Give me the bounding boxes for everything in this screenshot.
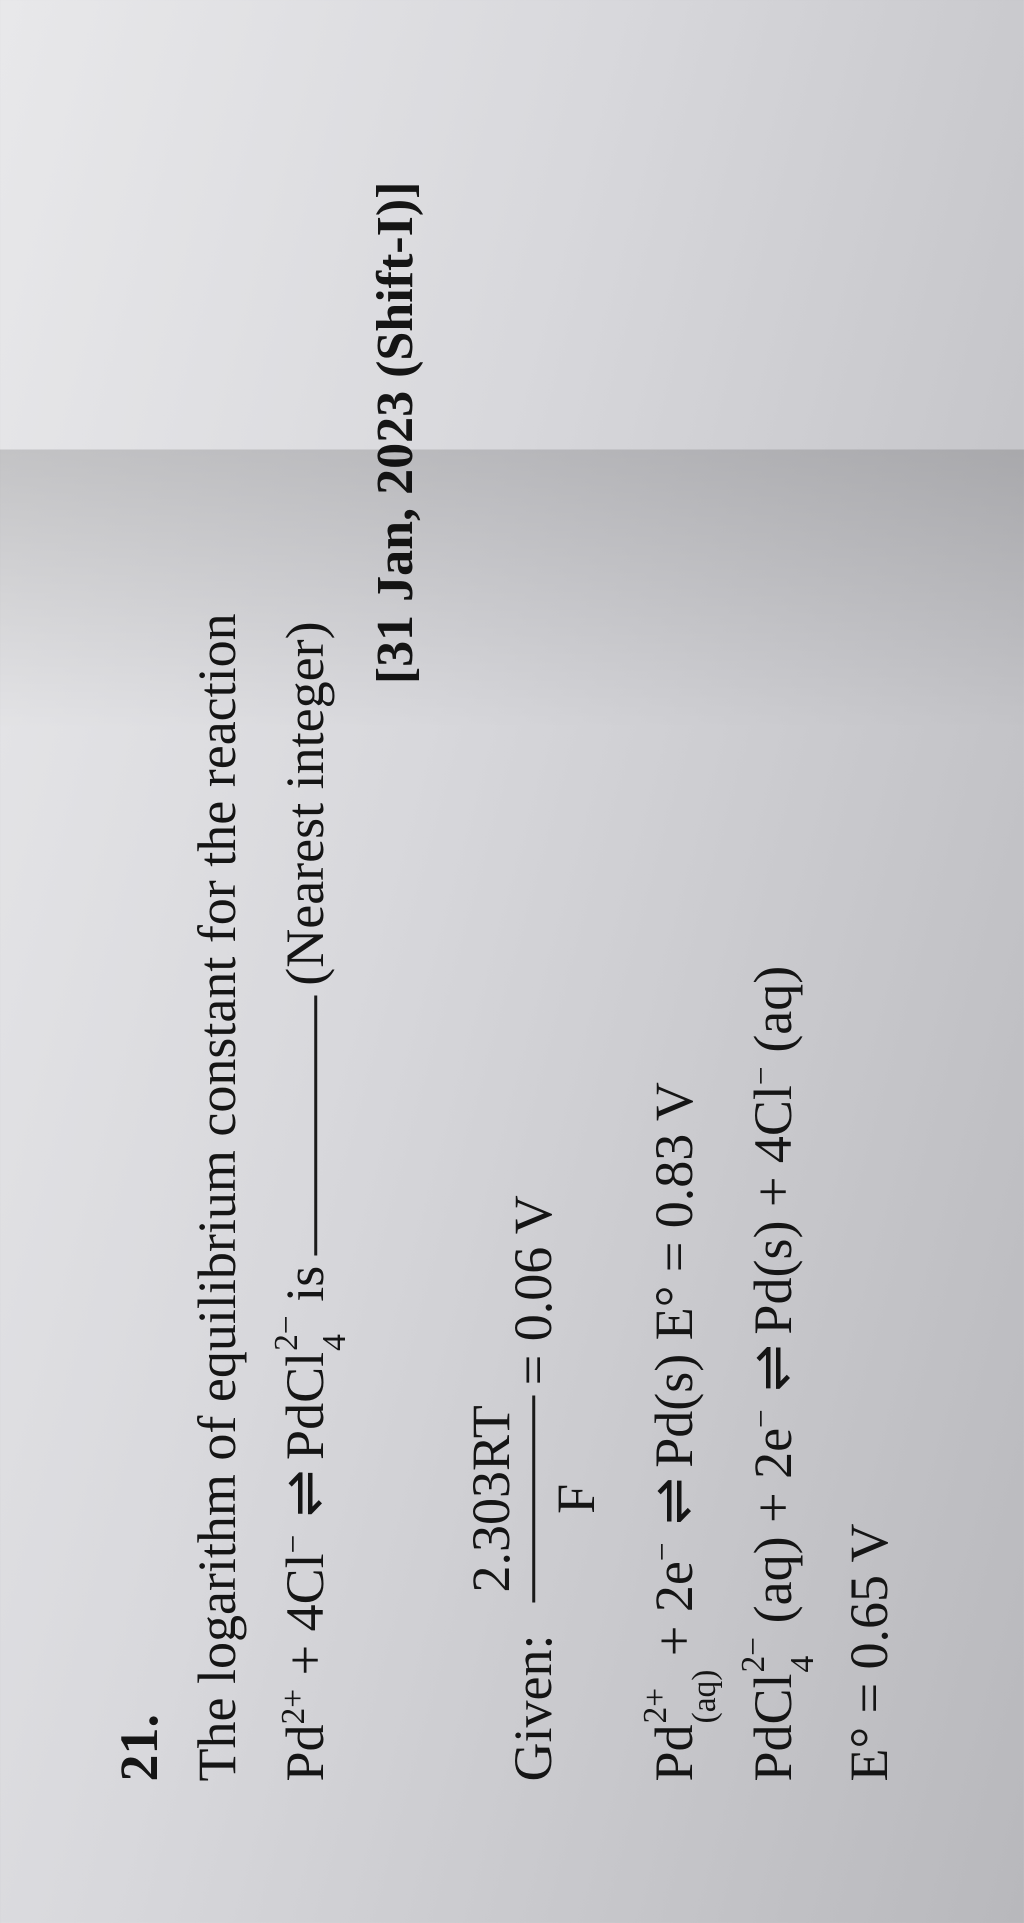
e-standard-final: E° = 0.65 V — [830, 182, 908, 1782]
answer-blank — [314, 996, 317, 1256]
charge-2plus: 2+ — [275, 1689, 312, 1725]
subsup-4-2minus-b: 2−4 — [753, 1637, 803, 1673]
species-pd: Pd — [275, 1724, 335, 1781]
hr1-e-minus: − — [645, 1542, 682, 1561]
hr2-cl-minus: − — [743, 1066, 780, 1085]
question-text-line-1: The logarithm of equilibrium constant fo… — [178, 182, 256, 1782]
nearest-integer-note: (Nearest integer) — [266, 621, 344, 985]
question-21: 21. The logarithm of equilibrium constan… — [100, 142, 925, 1782]
given-label: Given: — [495, 1635, 573, 1782]
exam-reference: [31 Jan, 2023 (Shift-I)] — [359, 182, 434, 1782]
hr2-pdcl4: PdCl — [743, 1673, 803, 1781]
question-number: 21. — [100, 1692, 178, 1782]
question-body: The logarithm of equilibrium constant fo… — [178, 182, 924, 1782]
is-text: is — [275, 1266, 335, 1302]
hr1-2e: + 2e — [645, 1561, 705, 1656]
subsup-aq-2plus: 2+(aq) — [655, 1670, 705, 1724]
fraction-denominator: F — [532, 1395, 615, 1602]
hr2-rhs: Pd(s) + 4Cl — [743, 1085, 803, 1335]
equilibrium-arrow-icon: ⇌ — [741, 1348, 804, 1396]
species-pdcl4: PdCl — [275, 1352, 335, 1460]
question-text-line-2: Pd2+ + 4Cl− ⇌ PdCl2−4 is (Nearest intege… — [264, 182, 346, 1782]
page-content: 21. The logarithm of equilibrium constan… — [40, 62, 985, 1862]
hr2-e-minus: − — [743, 1409, 780, 1428]
plus-4cl: + 4Cl — [275, 1553, 335, 1675]
hr2-aq-2e: (aq) + 2e — [743, 1428, 803, 1623]
hr1-pd: Pd — [645, 1724, 705, 1781]
subsup-4-2minus: 2−4 — [286, 1315, 336, 1351]
hr2-aq: (aq) — [743, 966, 803, 1053]
equilibrium-arrow-icon: ⇌ — [643, 1481, 706, 1529]
half-reaction-2: PdCl2−4 (aq) + 2e− ⇌ Pd(s) + 4Cl− (aq) — [732, 182, 814, 1782]
fraction: 2.303RT F — [452, 1395, 616, 1602]
fraction-numerator: 2.303RT — [452, 1395, 532, 1602]
half-reaction-1: Pd2+(aq) + 2e− ⇌ Pd(s) E° = 0.83 V — [634, 182, 716, 1782]
given-row: Given: 2.303RT F = 0.06 V — [452, 182, 616, 1782]
fraction-equals: = 0.06 V — [495, 1195, 573, 1385]
reaction-text: Pd2+ + 4Cl− ⇌ PdCl2−4 is — [264, 1266, 346, 1782]
hr1-rhs: Pd(s) E° = 0.83 V — [645, 1082, 705, 1468]
equilibrium-arrow-icon: ⇌ — [273, 1473, 336, 1521]
charge-minus: − — [275, 1534, 312, 1553]
